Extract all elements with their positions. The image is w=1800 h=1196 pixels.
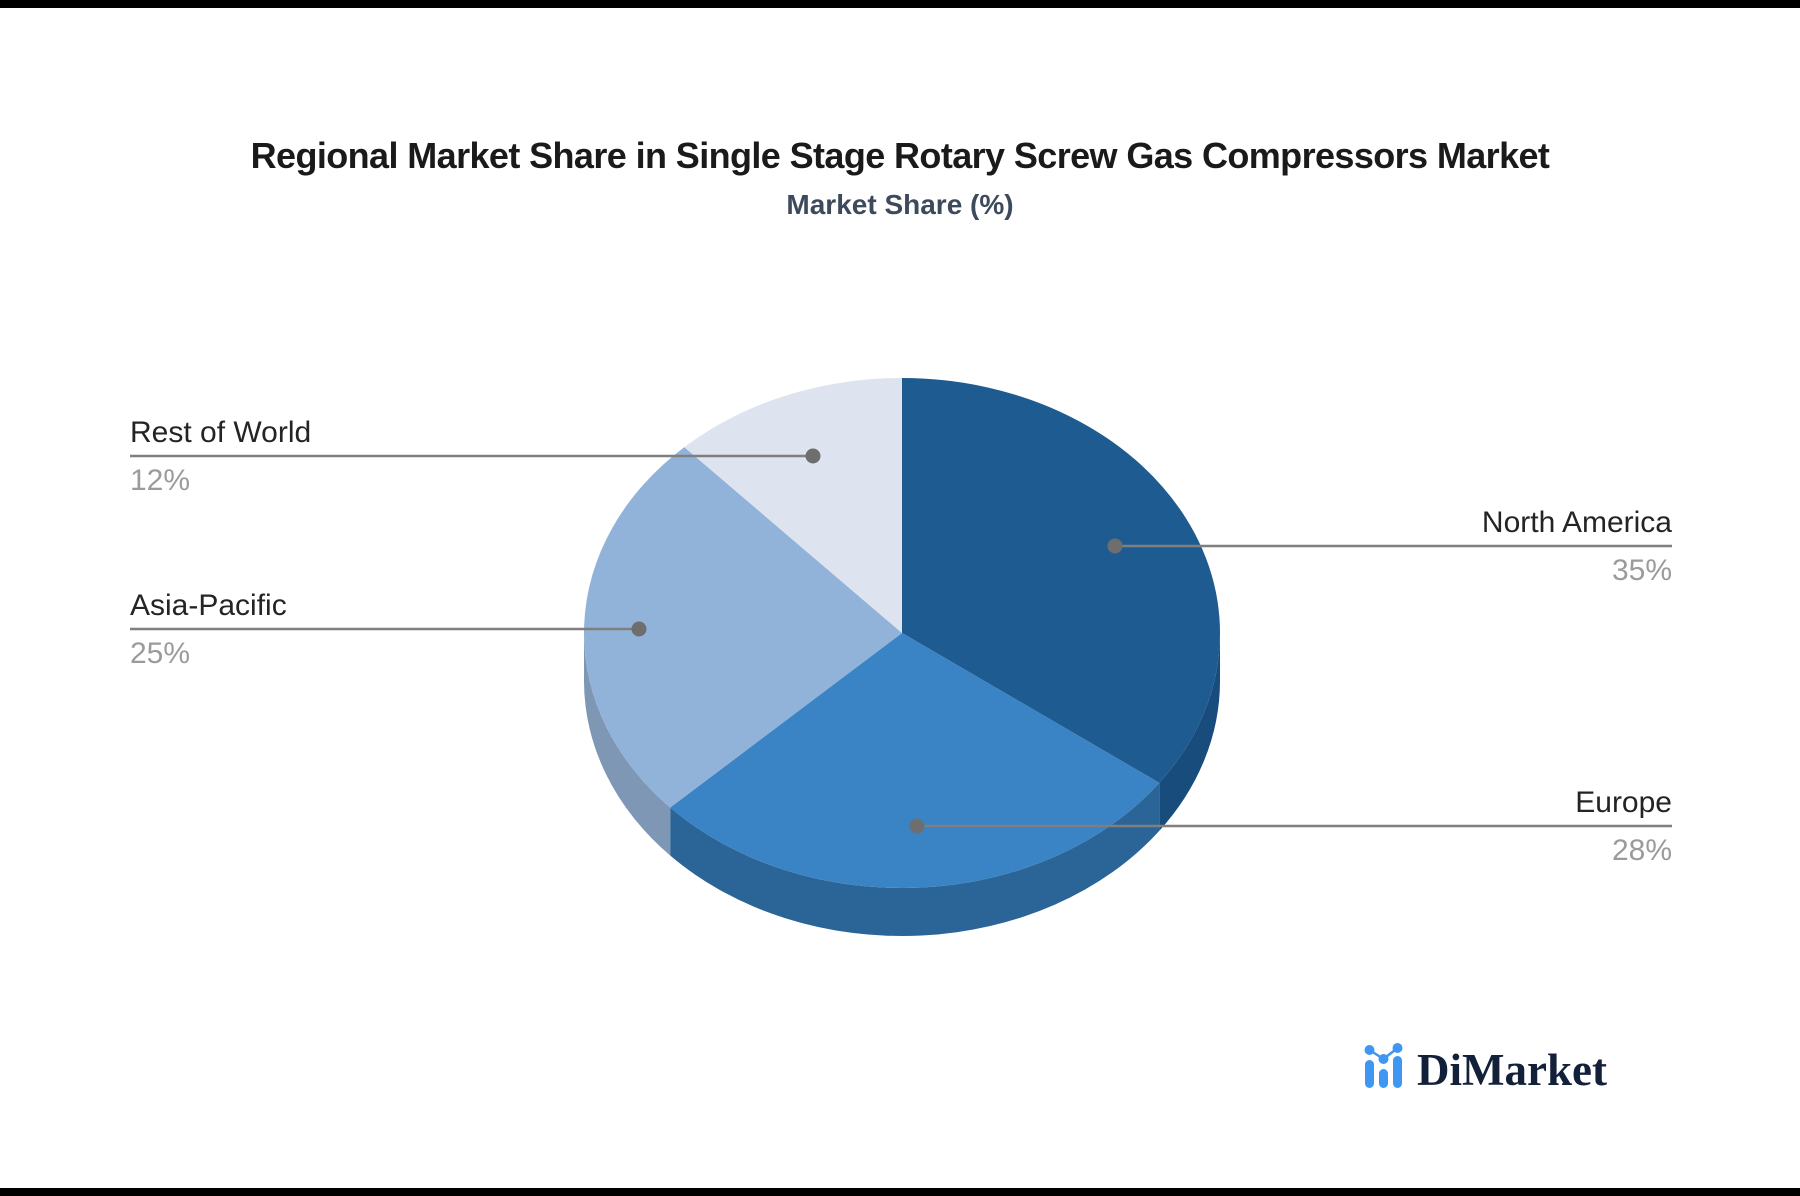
callout-label-europe: Europe — [1575, 786, 1672, 819]
screen-edge-bottom — [0, 1188, 1800, 1196]
dimarket-logo: DiMarket — [1363, 1040, 1607, 1095]
callout-value-north-america: 35% — [1611, 554, 1672, 587]
callout-value-europe: 28% — [1611, 834, 1672, 867]
callout-label-north-america: North America — [1481, 506, 1672, 539]
callout-label-asia-pacific: Asia-Pacific — [130, 589, 287, 622]
callout-label-rest-of-world: Rest of World — [130, 416, 312, 449]
callout-value-rest-of-world: 12% — [130, 464, 191, 497]
pie-slice-rest-of-world — [684, 378, 902, 633]
pie-slice-side-asia-pacific — [584, 633, 671, 856]
pie-slice-north-america — [902, 378, 1220, 783]
pie-slice-side-north-america — [1159, 633, 1220, 831]
bar-line-chart-icon — [1364, 1043, 1403, 1088]
callout-dot-north-america — [1107, 538, 1123, 554]
chart-subtitle: Market Share (%) — [786, 189, 1014, 220]
pie-slice-europe — [670, 633, 1160, 888]
callout-value-asia-pacific: 25% — [130, 637, 191, 670]
callout-dot-asia-pacific — [631, 621, 647, 637]
pie-slice-asia-pacific — [584, 447, 902, 808]
chart-title: Regional Market Share in Single Stage Ro… — [250, 135, 1550, 176]
callout-dot-europe — [909, 818, 925, 834]
screen-edge-top — [0, 0, 1800, 8]
callout-dot-rest-of-world — [805, 448, 821, 464]
pie-slice-side-europe — [670, 782, 1160, 936]
dimarket-logo-text: DiMarket — [1417, 1045, 1607, 1095]
